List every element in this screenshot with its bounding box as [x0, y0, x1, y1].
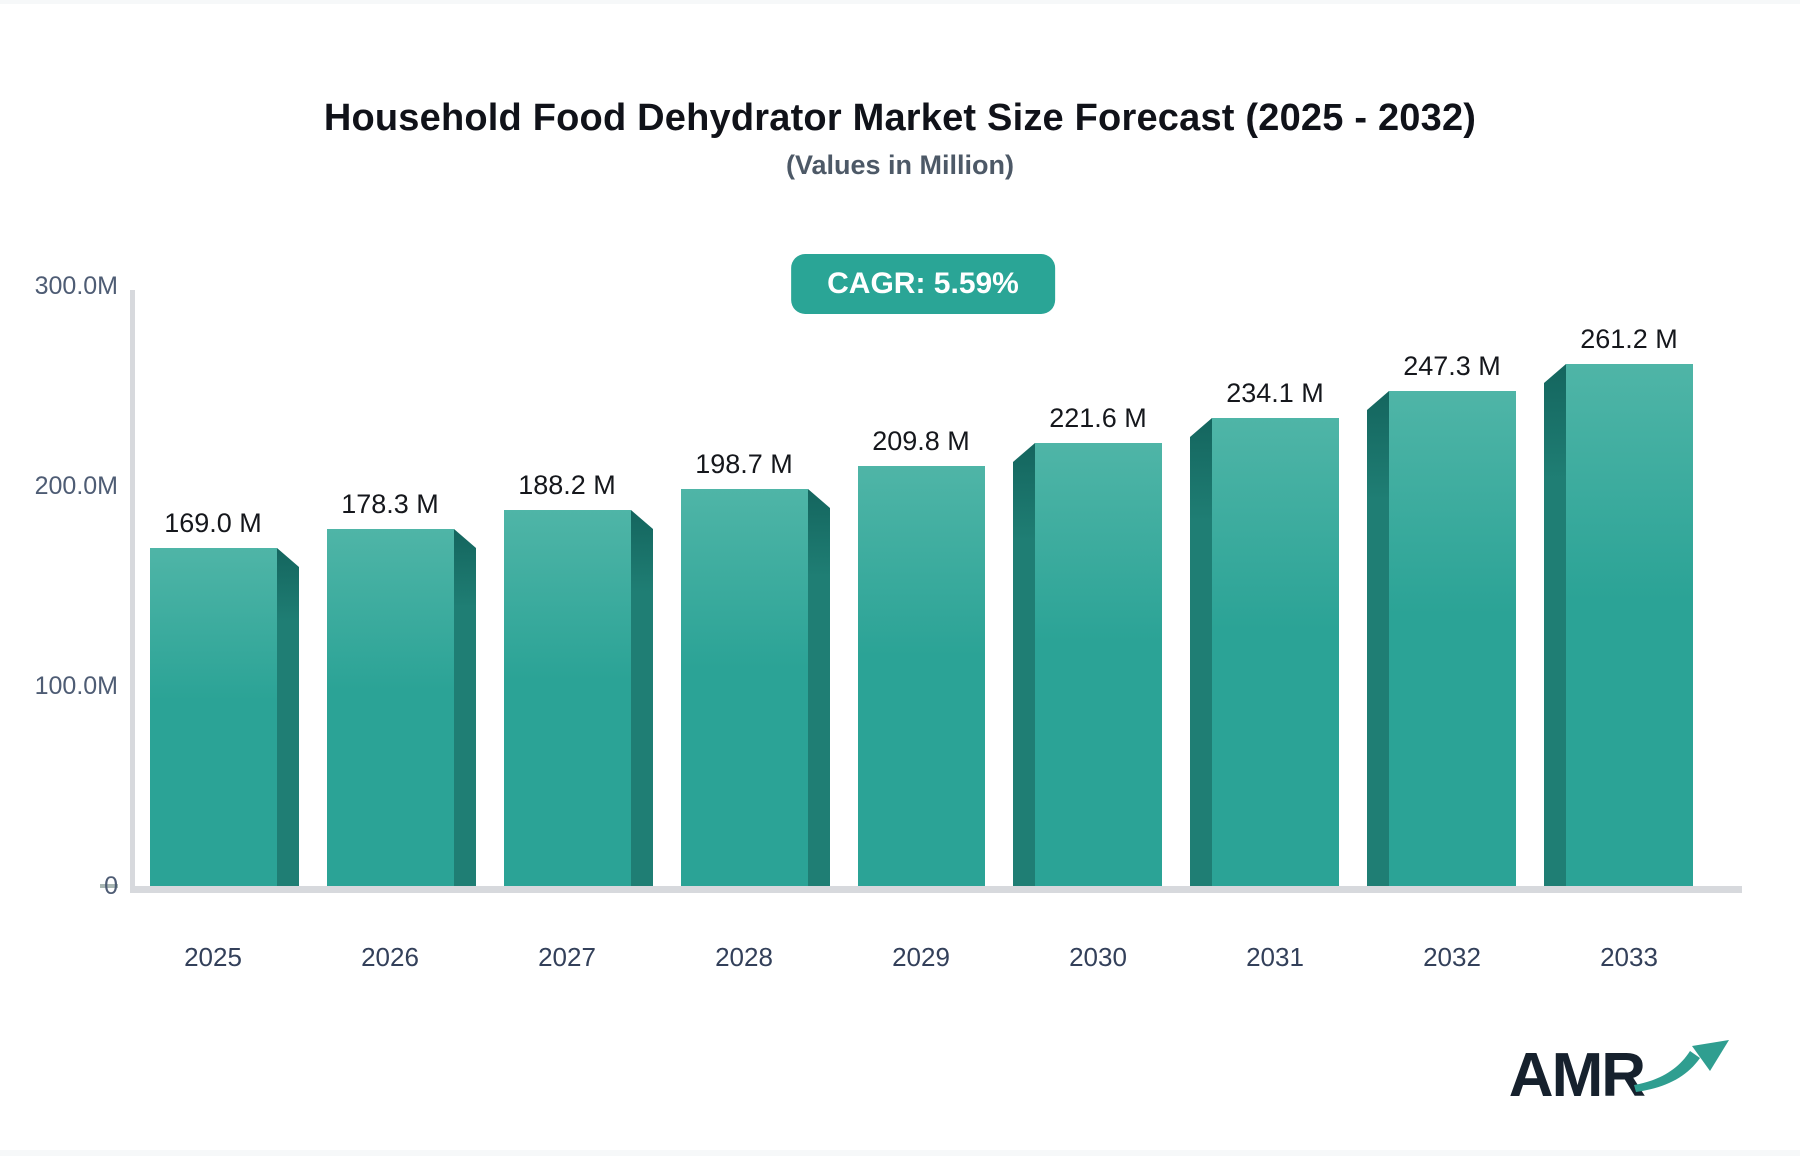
bar-2025 [150, 548, 277, 886]
bar-value-label-2026: 178.3 M [341, 489, 439, 519]
y-tick-dash-0 [100, 884, 118, 888]
x-tick-label-2030: 2030 [1069, 942, 1127, 972]
y-tick-label-0: 0 [104, 872, 118, 900]
bar-value-label-2032: 247.3 M [1403, 351, 1501, 381]
x-tick-label-2028: 2028 [715, 942, 773, 972]
x-axis-baseline [130, 886, 1742, 893]
trend-up-arrow-icon [1634, 1040, 1729, 1092]
bar-2026 [327, 529, 454, 886]
bar-value-label-2031: 234.1 M [1226, 378, 1324, 408]
bar-value-label-2025: 169.0 M [164, 508, 262, 538]
amr-logo-text: AMR [1508, 1041, 1646, 1110]
x-tick-label-2032: 2032 [1423, 942, 1481, 972]
x-tick-label-2029: 2029 [892, 942, 950, 972]
x-tick-label-2031: 2031 [1246, 942, 1304, 972]
bar-side-2031 [1190, 418, 1212, 886]
bar-2027 [504, 510, 631, 886]
bar-value-label-2028: 198.7 M [695, 449, 793, 479]
cagr-badge: CAGR: 5.59% [791, 254, 1055, 314]
bar-side-2032 [1367, 391, 1389, 886]
x-tick-label-2027: 2027 [538, 942, 596, 972]
bar-side-2027 [631, 510, 653, 886]
bar-side-2030 [1013, 443, 1035, 886]
bar-2032 [1389, 391, 1516, 886]
bar-side-2025 [277, 548, 299, 886]
y-tick-label-300: 300.0M [34, 272, 118, 300]
bar-2029 [858, 466, 985, 886]
amr-logo: AMR [1508, 1036, 1736, 1110]
chart-title: Household Food Dehydrator Market Size Fo… [323, 97, 1477, 139]
bar-value-label-2030: 221.6 M [1049, 403, 1147, 433]
bar-value-label-2033: 261.2 M [1580, 324, 1678, 354]
canvas-edge-top [0, 0, 1800, 4]
bar-side-2028 [808, 489, 830, 886]
y-axis-line [130, 290, 135, 893]
bar-2033 [1566, 364, 1693, 886]
bar-2030 [1035, 443, 1162, 886]
y-tick-label-100: 100.0M [34, 672, 118, 700]
canvas-edge-bottom [0, 1150, 1800, 1156]
x-tick-label-2033: 2033 [1600, 942, 1658, 972]
bar-side-2026 [454, 529, 476, 886]
bar-2031 [1212, 418, 1339, 886]
y-tick-label-200: 200.0M [34, 472, 118, 500]
bar-2028 [681, 489, 808, 886]
x-tick-label-2025: 2025 [184, 942, 242, 972]
chart-subtitle: (Values in Million) [785, 150, 1015, 180]
bar-value-label-2027: 188.2 M [518, 470, 616, 500]
bar-side-2033 [1544, 364, 1566, 886]
x-tick-label-2026: 2026 [361, 942, 419, 972]
bar-value-label-2029: 209.8 M [872, 426, 970, 456]
